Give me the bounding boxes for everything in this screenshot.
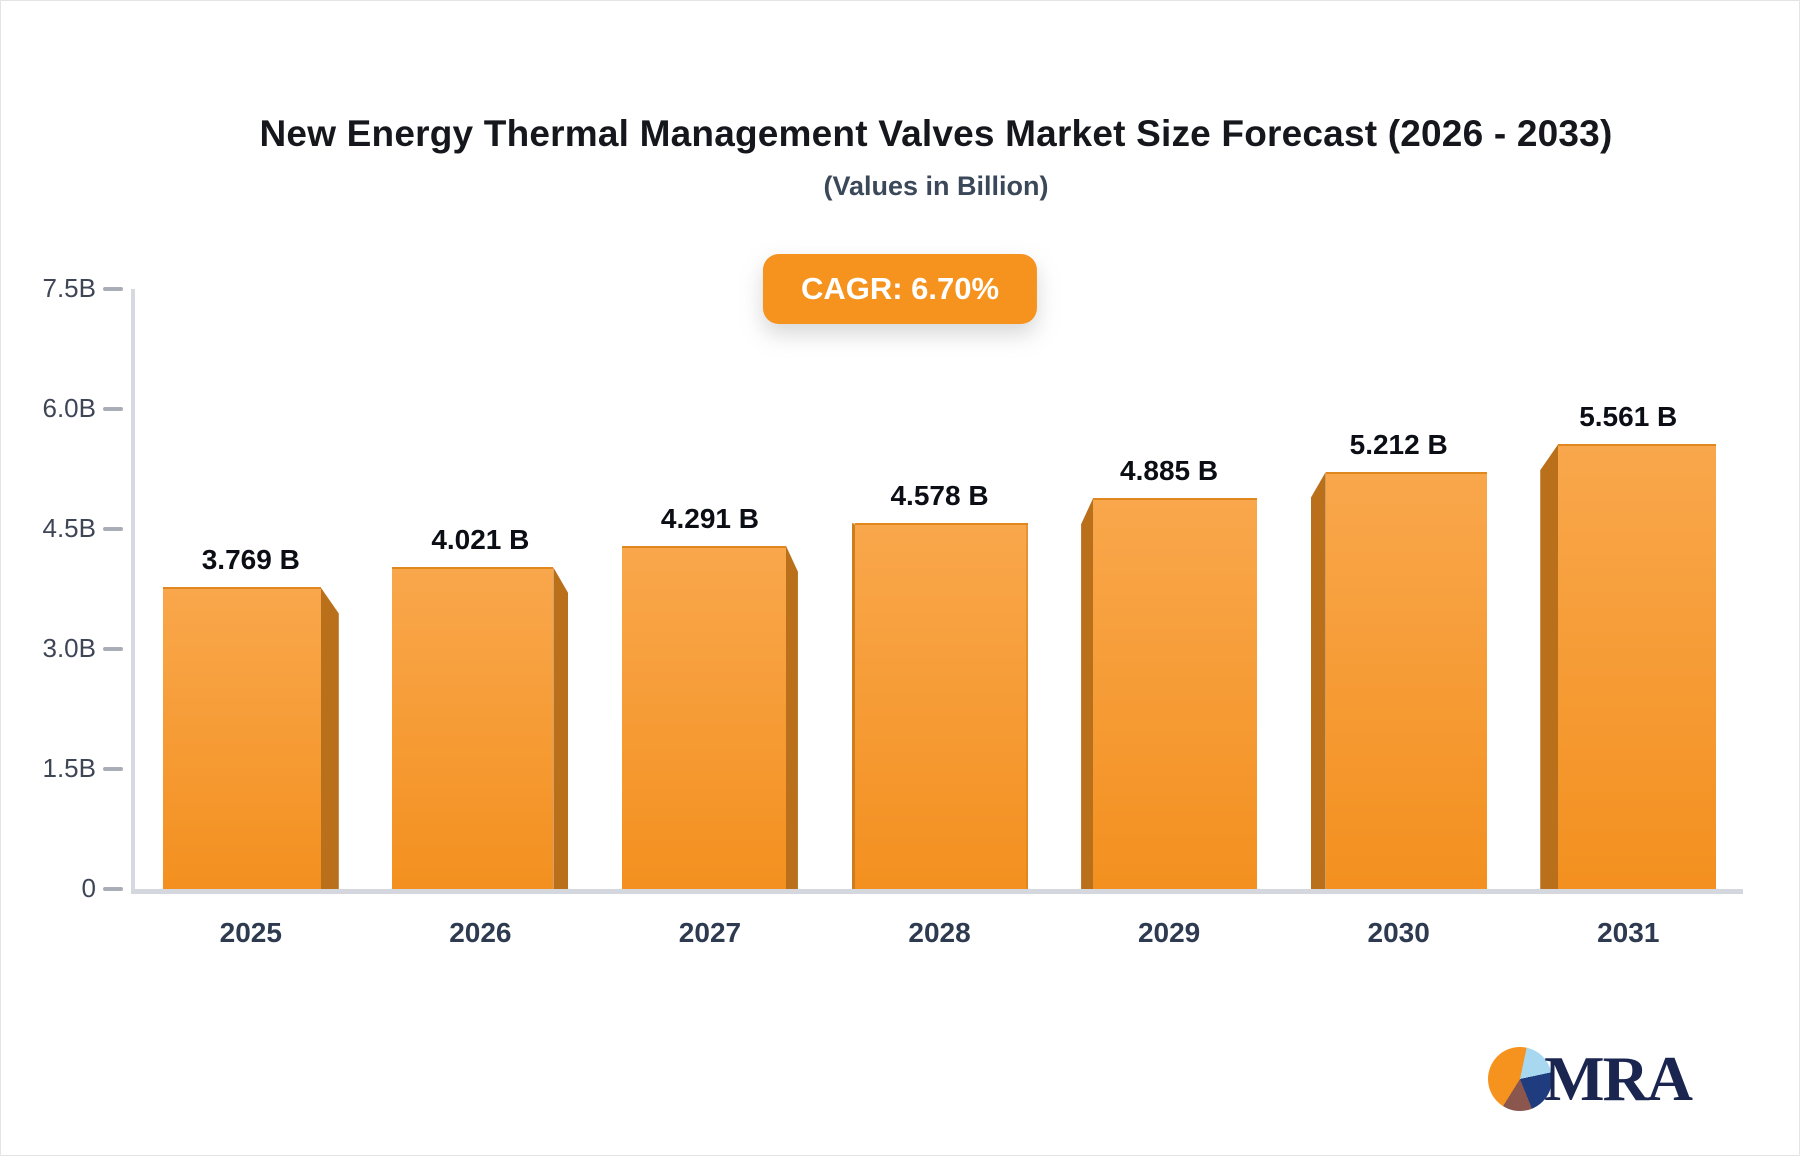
brand-logo: MRA <box>1488 1043 1693 1114</box>
x-axis-label-2025: 2025 <box>219 917 282 948</box>
y-tick-mark <box>103 287 123 291</box>
x-axis-label-2030: 2030 <box>1367 917 1430 948</box>
bar-side-face <box>553 567 569 889</box>
y-tick-label: 4.5B <box>42 513 97 543</box>
bar-2028: 4.578 B <box>851 480 1028 889</box>
y-tick-label: 1.5B <box>42 753 97 783</box>
y-axis-line <box>131 289 135 890</box>
bar-side-face <box>1540 444 1559 889</box>
bar-2025: 3.769 B <box>162 544 339 889</box>
bar-slot: 4.578 B <box>825 289 1055 889</box>
bar-slot: 5.212 B <box>1284 289 1514 889</box>
y-tick-mark <box>103 407 123 411</box>
bar-2029: 4.885 B <box>1081 455 1258 889</box>
bar-front-face <box>392 567 554 889</box>
bar-2027: 4.291 B <box>621 503 798 889</box>
chart-title: New Energy Thermal Management Valves Mar… <box>259 113 1613 154</box>
bar-slot: 4.885 B <box>1054 289 1284 889</box>
bar-side-face <box>1081 498 1094 889</box>
bar-front-face <box>162 587 321 889</box>
cagr-badge: CAGR: 6.70% <box>762 254 1038 324</box>
bar-2030: 5.212 B <box>1310 429 1487 889</box>
bars-container: 3.769 B 4.021 B 4.291 B 4.578 B 4.885 B 5.212… <box>136 289 1743 889</box>
y-tick-label: 7.5B <box>42 273 97 303</box>
bar-value-label: 4.578 B <box>890 479 989 511</box>
bar-2026: 4.021 B <box>392 524 569 889</box>
y-tick-label: 6.0B <box>42 393 97 423</box>
x-axis-line <box>131 889 1743 894</box>
y-tick-mark <box>103 647 123 651</box>
x-axis-label-2027: 2027 <box>678 917 742 948</box>
bar-side-face <box>1310 472 1326 889</box>
y-tick-label: 0 <box>81 873 96 903</box>
bar-2031: 5.561 B <box>1540 401 1717 889</box>
bar-front-face <box>1558 444 1717 889</box>
bar-value-label: 3.769 B <box>201 544 300 576</box>
x-axis-label-2026: 2026 <box>449 917 512 948</box>
bar-slot: 4.021 B <box>366 289 596 889</box>
bar-slot: 4.291 B <box>595 289 825 889</box>
bar-side-face <box>320 587 339 889</box>
brand-logo-text: MRA <box>1544 1043 1693 1114</box>
bar-slot: 5.561 B <box>1513 289 1743 889</box>
bar-front-face <box>621 545 786 889</box>
bar-value-label: 4.885 B <box>1120 455 1219 487</box>
bar-slot: 3.769 B <box>136 289 366 889</box>
bar-side-face <box>785 545 798 889</box>
x-axis-label-2029: 2029 <box>1137 917 1201 948</box>
bar-value-label: 5.212 B <box>1349 429 1448 461</box>
chart-header: New Energy Thermal Management Valves Mar… <box>81 1 1791 202</box>
x-axis-label-2028: 2028 <box>908 917 971 948</box>
y-tick-label: 3.0B <box>42 633 97 663</box>
x-axis-labels: 2025 2026 2027 2028 2029 2030 2031 <box>136 917 1743 949</box>
bar-front-face <box>1093 498 1258 889</box>
pie-chart-logo-icon <box>1488 1047 1553 1111</box>
x-axis-label-2031: 2031 <box>1597 917 1660 948</box>
bar-value-label: 4.021 B <box>431 524 530 556</box>
bar-value-label: 4.291 B <box>660 502 759 534</box>
chart-subtitle: (Values in Billion) <box>823 171 1049 201</box>
y-tick-mark <box>103 887 123 891</box>
bar-value-label: 5.561 B <box>1579 401 1678 433</box>
y-tick-mark <box>103 767 123 771</box>
bar-front-face <box>851 522 1028 889</box>
plot-area: 7.5B 6.0B 4.5B 3.0B 1.5B 0 3.769 B 4.021 B 4.29… <box>36 273 1748 1049</box>
y-tick-mark <box>103 527 123 531</box>
bar-front-face <box>1325 472 1487 889</box>
